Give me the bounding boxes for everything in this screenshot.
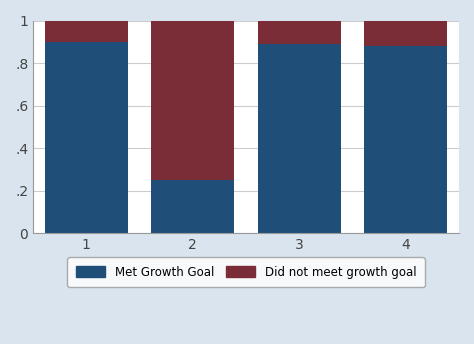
Bar: [258, 44, 341, 233]
Bar: [45, 21, 128, 42]
Legend: Met Growth Goal, Did not meet growth goal: Met Growth Goal, Did not meet growth goa…: [67, 257, 425, 287]
Bar: [364, 21, 447, 46]
Bar: [258, 21, 341, 44]
Bar: [364, 46, 447, 233]
Bar: [151, 180, 234, 233]
Bar: [45, 42, 128, 233]
Bar: [151, 21, 234, 180]
